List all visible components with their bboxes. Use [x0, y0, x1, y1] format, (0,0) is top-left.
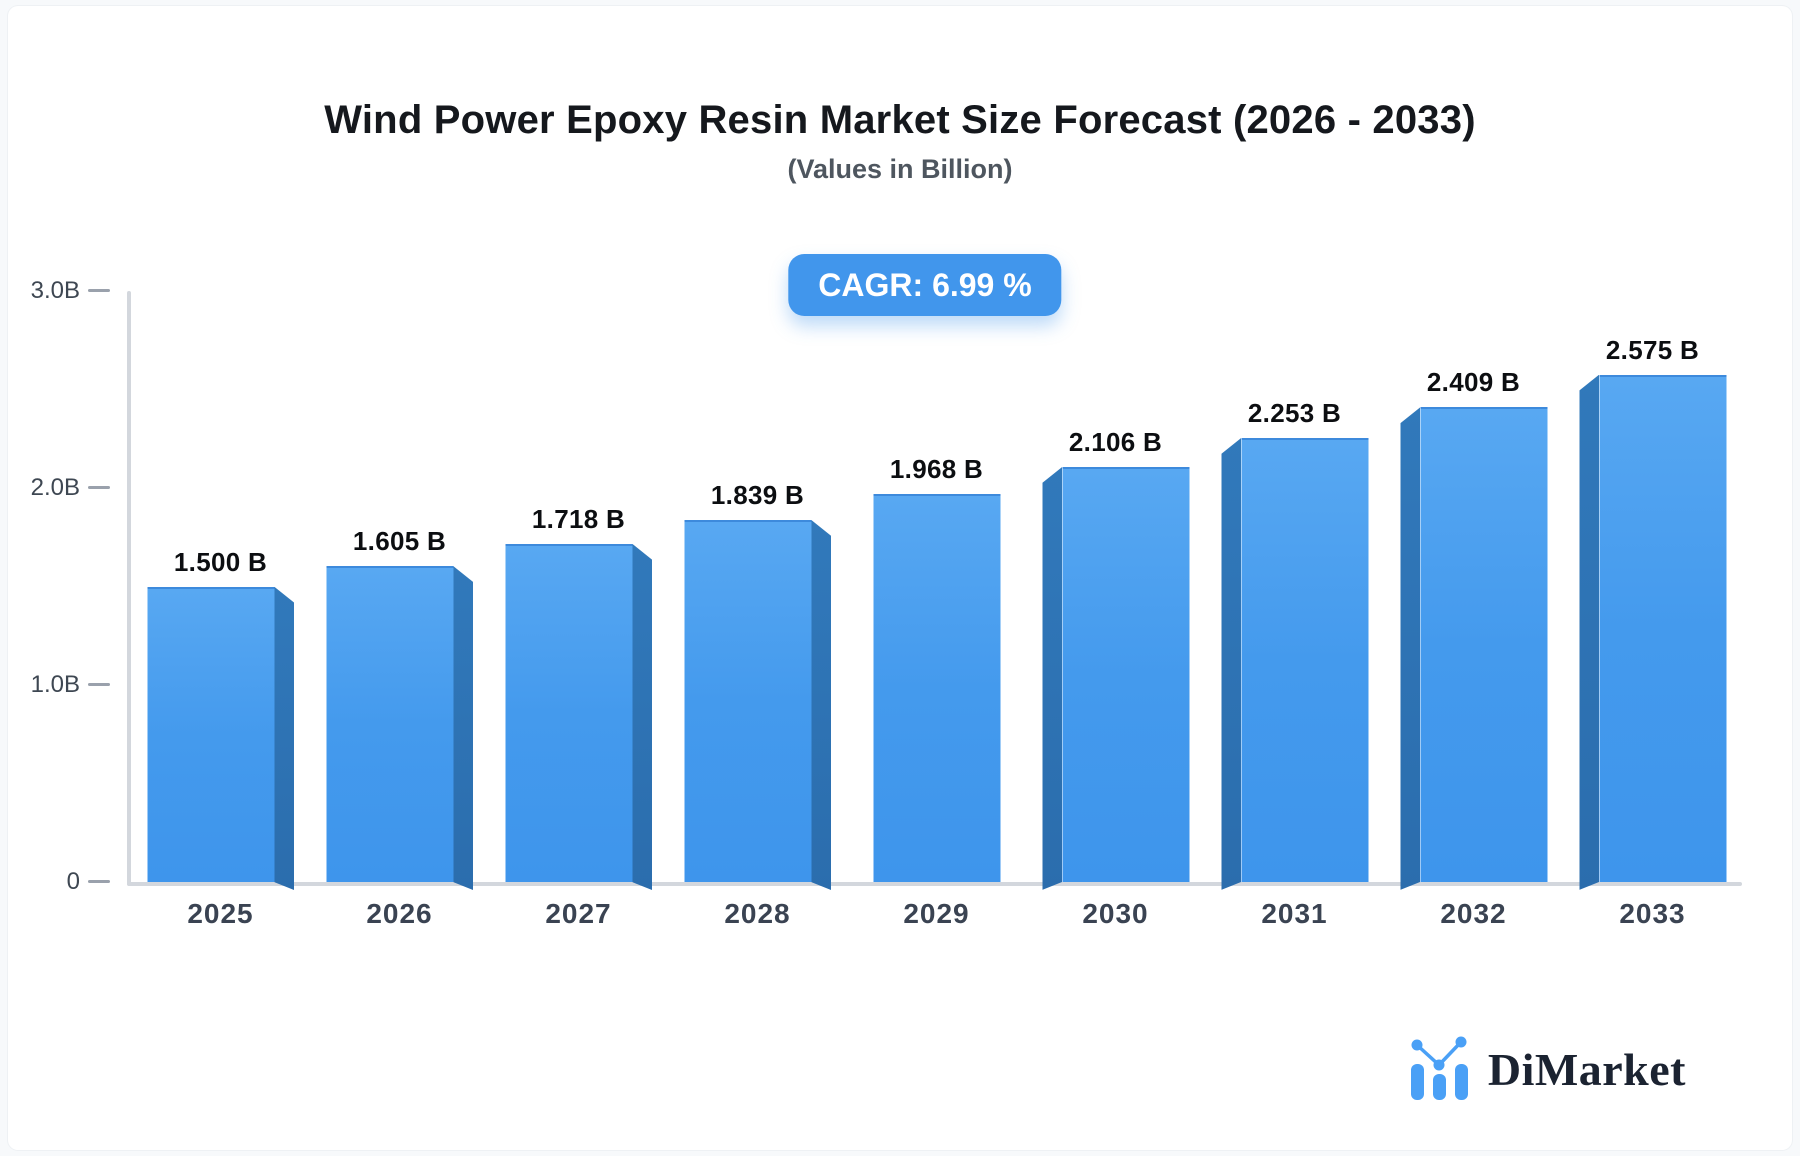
bar-3d-side [1221, 438, 1241, 890]
y-axis-tick [88, 683, 110, 686]
x-axis-category-label: 2029 [903, 898, 970, 929]
bar-value-label: 1.605 B [352, 525, 447, 556]
bar-value-label: 1.718 B [531, 503, 626, 534]
chart-subtitle: (Values in Billion) [787, 154, 1013, 184]
bar-face [1420, 407, 1547, 882]
x-axis-category-label: 2028 [724, 898, 791, 929]
bar-2029: 1.968 B [873, 454, 1000, 882]
cagr-badge: CAGR: 6.99 % [788, 254, 1062, 316]
bar-chart-plot: 1.500 B 2025 1.605 B 2026 1.718 B 2027 1.839 B… [127, 291, 1742, 929]
x-axis-category-label: 2032 [1440, 898, 1507, 929]
bar-2027: 1.718 B [505, 504, 652, 882]
bar-3d-side [1579, 375, 1599, 890]
bar-value-label: 1.968 B [889, 454, 984, 485]
bar-2031: 2.253 B [1221, 398, 1368, 882]
y-axis-line [127, 291, 131, 886]
bar-column: 2.409 B 2032 [1384, 291, 1563, 929]
x-axis-line [127, 882, 1742, 886]
bar-2026: 1.605 B [326, 526, 473, 882]
bar-face [1241, 438, 1368, 882]
bar-column: 1.718 B 2027 [489, 291, 668, 929]
brand-logo-text: DiMarket [1487, 1043, 1686, 1095]
bar-column: 2.575 B 2033 [1563, 291, 1742, 929]
bar-column: 1.605 B 2026 [310, 291, 489, 929]
bar-value-label: 1.839 B [710, 479, 805, 510]
bar-column: 2.106 B 2030 [1026, 291, 1205, 929]
bar-3d-side [1400, 407, 1420, 890]
y-axis-tick-label: 2.0B [30, 474, 80, 501]
bar-column: 1.839 B 2028 [668, 291, 847, 929]
x-axis-category-label: 2026 [366, 898, 433, 929]
y-axis-tick [88, 289, 110, 292]
bar-2030: 2.106 B [1042, 427, 1189, 882]
bar-face [684, 519, 811, 882]
bar-2025: 1.500 B [147, 547, 294, 883]
y-axis-tick [88, 880, 110, 883]
x-axis-category-label: 2027 [545, 898, 612, 929]
x-axis-category-label: 2025 [187, 898, 254, 929]
bar-value-label: 1.500 B [173, 546, 268, 577]
bar-column: 2.253 B 2031 [1205, 291, 1384, 929]
x-axis-category-label: 2031 [1261, 898, 1328, 929]
bar-value-label: 2.575 B [1605, 334, 1700, 365]
y-axis-tick [88, 486, 110, 489]
bar-face [326, 565, 453, 882]
bar-value-label: 2.253 B [1247, 398, 1342, 429]
brand-logo: DiMarket [1408, 1034, 1686, 1104]
bar-2033: 2.575 B [1579, 335, 1726, 882]
bar-3d-side [453, 566, 473, 890]
bar-3d-side [632, 544, 652, 890]
bar-column: 1.968 B 2029 [847, 291, 1026, 929]
y-axis-tick-label: 0 [66, 868, 80, 895]
chart-card: Wind Power Epoxy Resin Market Size Forec… [8, 6, 1792, 1150]
y-axis-tick-label: 1.0B [30, 671, 80, 698]
bar-face [147, 586, 274, 882]
x-axis-category-label: 2030 [1082, 898, 1149, 929]
brand-logo-icon [1410, 1036, 1468, 1100]
bar-2032: 2.409 B [1400, 367, 1547, 882]
bar-3d-side [1042, 467, 1062, 890]
bar-value-label: 2.409 B [1426, 367, 1521, 398]
x-axis-category-label: 2033 [1619, 898, 1686, 929]
bar-3d-side [811, 520, 831, 890]
bar-column: 1.500 B 2025 [131, 291, 310, 929]
bar-2028: 1.839 B [684, 480, 831, 882]
bar-value-label: 2.106 B [1068, 427, 1163, 458]
chart-title: Wind Power Epoxy Resin Market Size Forec… [324, 98, 1476, 142]
bar-face [1599, 374, 1726, 882]
bar-face [1062, 467, 1189, 882]
bar-face [505, 543, 632, 882]
y-axis-tick-label: 3.0B [30, 277, 80, 304]
bar-face [873, 494, 1000, 882]
bar-3d-side [274, 587, 294, 891]
